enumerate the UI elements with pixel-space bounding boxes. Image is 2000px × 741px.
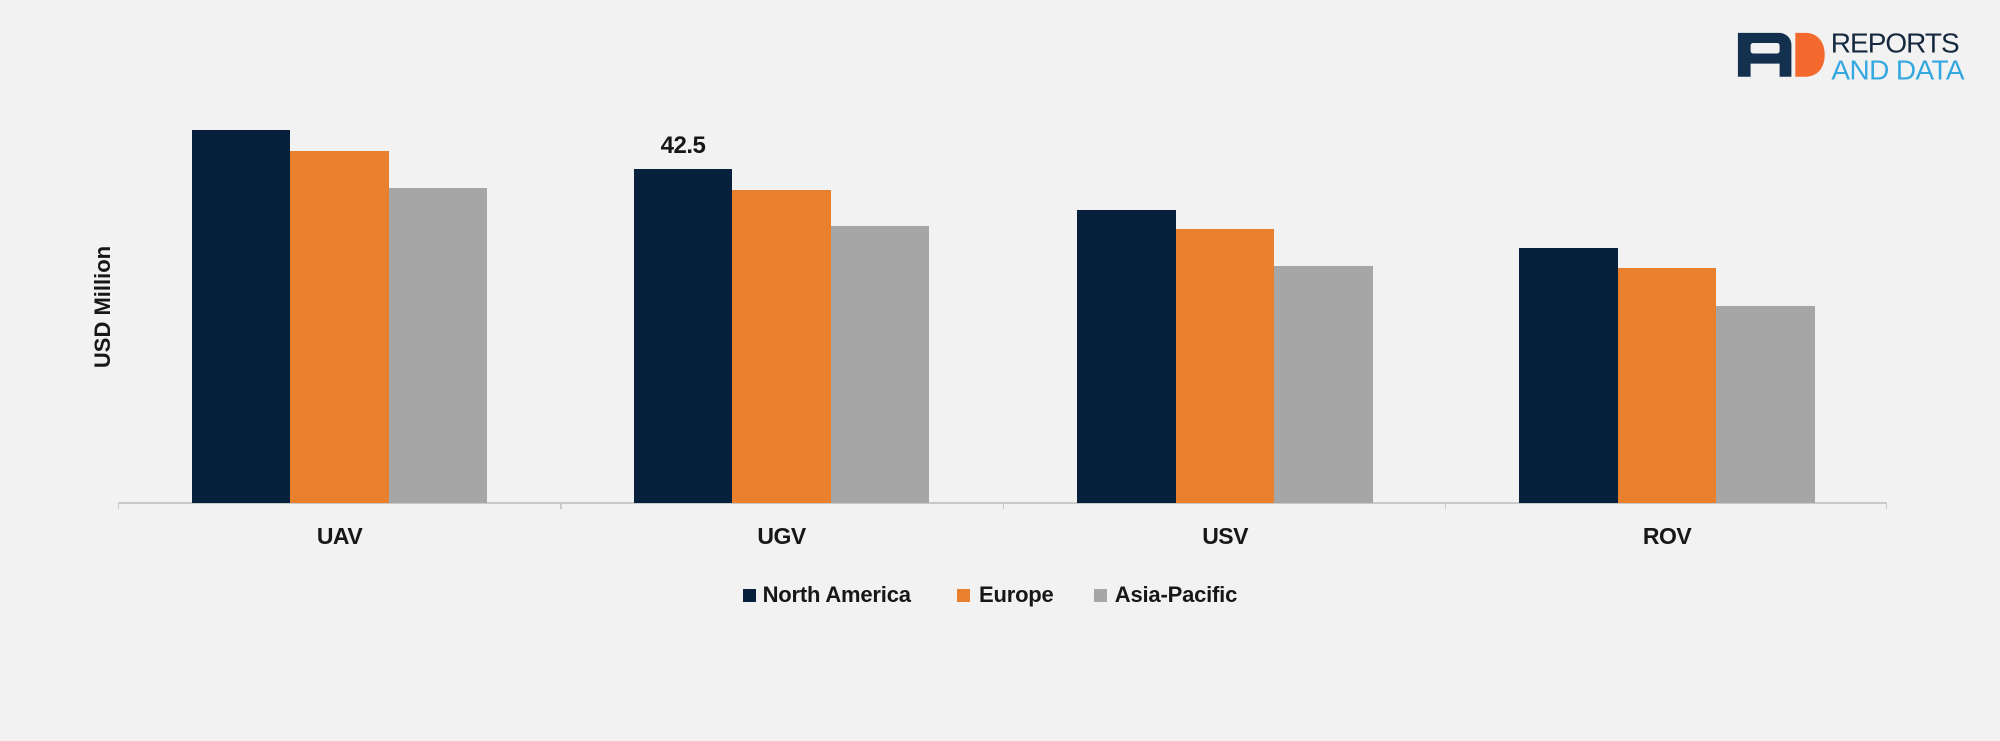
svg-text:AND DATA: AND DATA	[1831, 54, 1965, 85]
svg-text:REPORTS: REPORTS	[1831, 28, 1959, 59]
